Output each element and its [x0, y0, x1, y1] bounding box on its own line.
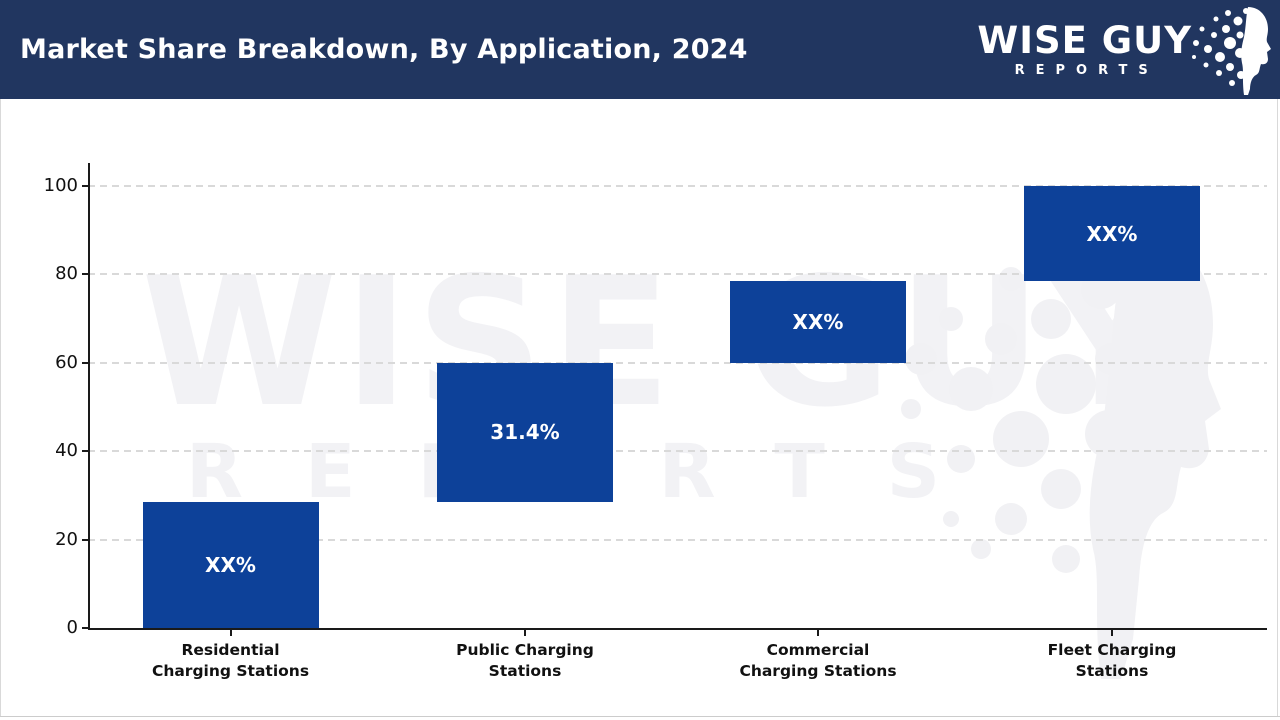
gridline-100 [88, 185, 1267, 187]
y-tick-100 [82, 185, 88, 187]
y-tick-label-60: 60 [55, 351, 78, 373]
logo-text: WISE GUY REPORTS [977, 19, 1192, 78]
y-tick-label-80: 80 [55, 263, 78, 285]
bar-segment: XX% [1024, 186, 1200, 282]
gridline-80 [88, 273, 1267, 276]
y-tick-label-0: 0 [66, 617, 78, 638]
x-tick [524, 630, 526, 636]
bar-value-label: XX% [792, 309, 844, 334]
x-axis-spine [88, 628, 1267, 630]
gridline-60 [88, 361, 1267, 364]
x-category-label: Public Charging Stations [456, 641, 594, 680]
logo-subtext: REPORTS [1014, 62, 1159, 78]
y-tick-40 [82, 450, 88, 453]
chart-area: WISE GUY REPORTS 020406080100XX%Resident… [0, 99, 1278, 716]
x-category-label: Fleet Charging Stations [1047, 641, 1177, 680]
x-tick [1111, 630, 1113, 636]
bar-value-label: XX% [1086, 221, 1138, 246]
bar-value-label: XX% [205, 552, 256, 577]
logo-head-icon [1192, 7, 1271, 95]
bar-segment: XX% [730, 281, 906, 363]
x-category-label: Commercial Charging Stations [739, 641, 897, 680]
bottom-border [0, 716, 1280, 717]
wise-guy-logo: WISE GUY REPORTS [977, 6, 1272, 95]
y-tick-label-40: 40 [55, 440, 78, 462]
x-tick [229, 630, 232, 636]
header: Market Share Breakdown, By Application, … [0, 0, 1280, 99]
bar-segment: 31.4% [437, 362, 613, 502]
y-tick-80 [82, 273, 88, 276]
y-tick-0 [82, 627, 88, 629]
y-tick-60 [82, 361, 88, 364]
bar-value-label: 31.4% [490, 420, 560, 445]
x-tick [817, 630, 819, 636]
gridline-20 [88, 538, 1267, 541]
y-axis-spine [88, 163, 90, 630]
gridline-40 [88, 450, 1267, 453]
x-category-label: Residential Charging Stations [151, 641, 310, 680]
bar-segment: XX% [142, 501, 319, 628]
y-tick-20 [82, 538, 88, 541]
y-tick-label-20: 20 [55, 528, 78, 550]
y-tick-label-100: 100 [43, 175, 78, 196]
logo-wordmark: WISE GUY [977, 19, 1192, 63]
page-title: Market Share Breakdown, By Application, … [20, 34, 748, 65]
